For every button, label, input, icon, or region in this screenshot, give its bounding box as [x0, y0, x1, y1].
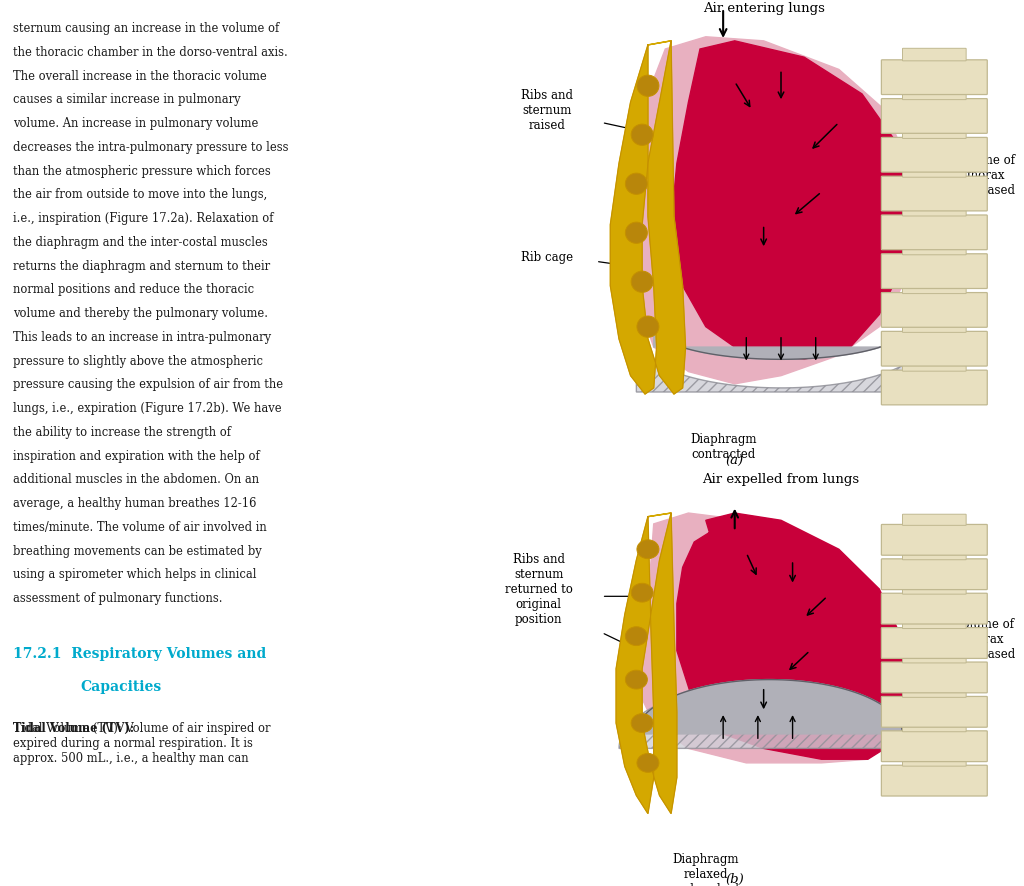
Text: Tidal Volume (TV):: Tidal Volume (TV): [13, 722, 134, 735]
FancyBboxPatch shape [882, 60, 987, 95]
FancyBboxPatch shape [902, 204, 967, 216]
Ellipse shape [637, 75, 658, 97]
Text: the diaphragm and the inter-costal muscles: the diaphragm and the inter-costal muscl… [13, 236, 268, 249]
Text: This leads to an increase in intra-pulmonary: This leads to an increase in intra-pulmo… [13, 330, 271, 344]
Text: average, a healthy human breathes 12-16: average, a healthy human breathes 12-16 [13, 497, 257, 510]
FancyBboxPatch shape [902, 548, 967, 560]
Text: Diaphragm
contracted: Diaphragm contracted [690, 433, 757, 461]
FancyBboxPatch shape [902, 126, 967, 138]
Text: using a spirometer which helps in clinical: using a spirometer which helps in clinic… [13, 568, 257, 581]
Text: additional muscles in the abdomen. On an: additional muscles in the abdomen. On an [13, 473, 259, 486]
Text: (a): (a) [726, 455, 743, 469]
FancyBboxPatch shape [902, 242, 967, 255]
FancyBboxPatch shape [882, 176, 987, 211]
FancyBboxPatch shape [882, 331, 987, 366]
Text: Volume of
thorax
decreased: Volume of thorax decreased [954, 618, 1016, 661]
Polygon shape [636, 339, 926, 392]
Text: the thoracic chamber in the dorso-ventral axis.: the thoracic chamber in the dorso-ventra… [13, 46, 288, 58]
Text: Diaphragm
relaxed
and arched
upwards: Diaphragm relaxed and arched upwards [673, 853, 739, 886]
Ellipse shape [637, 540, 658, 559]
Ellipse shape [626, 222, 647, 244]
Text: breathing movements can be estimated by: breathing movements can be estimated by [13, 545, 262, 557]
Text: The overall increase in the thoracic volume: The overall increase in the thoracic vol… [13, 70, 267, 82]
Text: normal positions and reduce the thoracic: normal positions and reduce the thoracic [13, 284, 255, 296]
Text: Volume of
thorax
Increased: Volume of thorax Increased [956, 154, 1016, 197]
Text: volume and thereby the pulmonary volume.: volume and thereby the pulmonary volume. [13, 307, 268, 320]
Text: sternum causing an increase in the volume of: sternum causing an increase in the volum… [13, 22, 280, 35]
Text: i.e., inspiration (Figure 17.2a). Relaxation of: i.e., inspiration (Figure 17.2a). Relaxa… [13, 212, 273, 225]
Text: Capacities: Capacities [80, 680, 162, 695]
FancyBboxPatch shape [882, 253, 987, 289]
FancyBboxPatch shape [882, 559, 987, 589]
FancyBboxPatch shape [882, 731, 987, 762]
Text: 17.2.1  Respiratory Volumes and: 17.2.1 Respiratory Volumes and [13, 647, 266, 661]
FancyBboxPatch shape [882, 98, 987, 133]
FancyBboxPatch shape [902, 583, 967, 595]
Text: Ribs and
sternum
raised: Ribs and sternum raised [521, 89, 572, 132]
Ellipse shape [626, 626, 647, 646]
Text: pressure to slightly above the atmospheric: pressure to slightly above the atmospher… [13, 354, 263, 368]
FancyBboxPatch shape [882, 766, 987, 796]
Polygon shape [616, 513, 677, 813]
Text: returns the diaphragm and sternum to their: returns the diaphragm and sternum to the… [13, 260, 270, 273]
Text: Ribs and
sternum
returned to
original
position: Ribs and sternum returned to original po… [505, 553, 572, 626]
FancyBboxPatch shape [902, 320, 967, 332]
Text: volume. An increase in pulmonary volume: volume. An increase in pulmonary volume [13, 117, 259, 130]
FancyBboxPatch shape [902, 359, 967, 371]
FancyBboxPatch shape [882, 137, 987, 172]
Ellipse shape [637, 753, 658, 773]
Text: than the atmospheric pressure which forces: than the atmospheric pressure which forc… [13, 165, 271, 177]
Polygon shape [610, 41, 685, 394]
Polygon shape [653, 327, 908, 360]
Polygon shape [671, 41, 908, 360]
Polygon shape [636, 680, 902, 734]
Ellipse shape [626, 173, 647, 194]
FancyBboxPatch shape [882, 292, 987, 327]
Ellipse shape [626, 670, 647, 689]
Text: lungs, i.e., expiration (Figure 17.2b). We have: lungs, i.e., expiration (Figure 17.2b). … [13, 402, 282, 415]
FancyBboxPatch shape [902, 87, 967, 99]
Text: decreases the intra-pulmonary pressure to less: decreases the intra-pulmonary pressure t… [13, 141, 289, 154]
Text: inspiration and expiration with the help of: inspiration and expiration with the help… [13, 449, 260, 462]
Text: Air entering lungs: Air entering lungs [702, 2, 824, 15]
Ellipse shape [631, 271, 653, 292]
Ellipse shape [631, 583, 653, 602]
Ellipse shape [631, 713, 653, 733]
Ellipse shape [631, 124, 653, 145]
FancyBboxPatch shape [902, 652, 967, 663]
Text: the ability to increase the strength of: the ability to increase the strength of [13, 426, 231, 439]
FancyBboxPatch shape [882, 594, 987, 624]
FancyBboxPatch shape [882, 627, 987, 658]
FancyBboxPatch shape [882, 370, 987, 405]
Text: the air from outside to move into the lungs,: the air from outside to move into the lu… [13, 189, 267, 201]
Text: Tidal Volume (TV): Volume of air inspired or
expired during a normal respiration: Tidal Volume (TV): Volume of air inspire… [13, 722, 271, 766]
FancyBboxPatch shape [902, 514, 967, 525]
Text: (b): (b) [725, 874, 744, 886]
Text: pressure causing the expulsion of air from the: pressure causing the expulsion of air fr… [13, 378, 284, 392]
Text: causes a similar increase in pulmonary: causes a similar increase in pulmonary [13, 93, 241, 106]
Polygon shape [631, 513, 908, 763]
Polygon shape [631, 36, 914, 384]
FancyBboxPatch shape [902, 687, 967, 697]
FancyBboxPatch shape [882, 696, 987, 727]
Text: Air expelled from lungs: Air expelled from lungs [702, 473, 859, 486]
FancyBboxPatch shape [902, 281, 967, 293]
FancyBboxPatch shape [902, 720, 967, 732]
FancyBboxPatch shape [902, 165, 967, 177]
Text: assessment of pulmonary functions.: assessment of pulmonary functions. [13, 592, 223, 605]
FancyBboxPatch shape [902, 755, 967, 766]
Text: Rib cage: Rib cage [520, 251, 572, 264]
FancyBboxPatch shape [882, 215, 987, 250]
FancyBboxPatch shape [902, 618, 967, 628]
Polygon shape [677, 513, 908, 759]
Text: times/minute. The volume of air involved in: times/minute. The volume of air involved… [13, 521, 267, 533]
FancyBboxPatch shape [882, 662, 987, 693]
FancyBboxPatch shape [882, 525, 987, 556]
Polygon shape [618, 683, 920, 749]
FancyBboxPatch shape [902, 49, 967, 61]
Ellipse shape [637, 316, 658, 338]
